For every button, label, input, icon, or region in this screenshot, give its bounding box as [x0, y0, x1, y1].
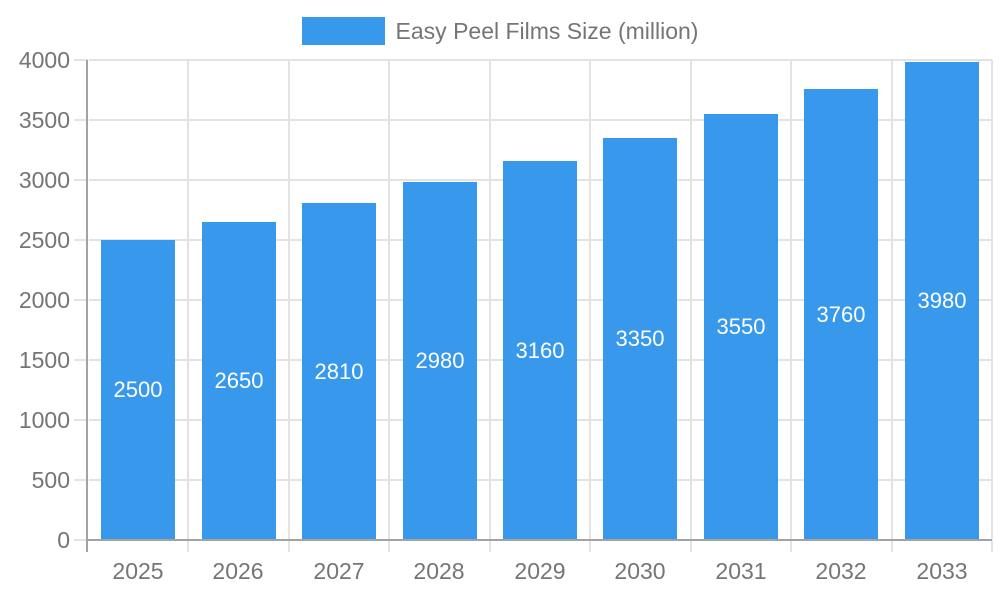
bar-2028[interactable]: 2980 [403, 182, 477, 540]
vertical-gridline [589, 60, 591, 540]
x-axis-category-label: 2031 [715, 558, 767, 584]
bar-2026[interactable]: 2650 [202, 222, 276, 540]
y-axis-tick-label: 1000 [18, 407, 70, 433]
y-axis-tick [74, 419, 88, 421]
x-axis-tick [991, 541, 993, 552]
bar-value-label: 2500 [113, 377, 163, 402]
y-axis-tick [74, 479, 88, 481]
bar-2027[interactable]: 2810 [302, 203, 376, 540]
x-axis-category-label: 2028 [413, 558, 465, 584]
x-axis-tick [589, 541, 591, 552]
legend-label: Easy Peel Films Size (million) [395, 18, 699, 44]
bar-2025[interactable]: 2500 [101, 240, 175, 540]
y-axis-tick [74, 359, 88, 361]
y-axis-tick-label: 500 [31, 467, 70, 493]
x-axis-category-label: 2029 [514, 558, 566, 584]
x-axis-category-label: 2030 [614, 558, 666, 584]
y-axis-tick-label: 0 [57, 527, 70, 553]
y-axis-tick [74, 239, 88, 241]
vertical-gridline [891, 60, 893, 540]
y-axis-tick [74, 59, 88, 61]
bar-2032[interactable]: 3760 [804, 89, 878, 540]
x-axis-tick [690, 541, 692, 552]
x-axis-line [86, 539, 992, 541]
bar-value-label: 3980 [917, 288, 967, 313]
bar-value-label: 2650 [214, 368, 264, 393]
vertical-gridline [187, 60, 189, 540]
bar-2031[interactable]: 3550 [704, 114, 778, 540]
y-axis-tick-label: 2000 [18, 287, 70, 313]
x-axis-tick [790, 541, 792, 552]
legend-swatch [301, 17, 385, 45]
x-axis-category-label: 2033 [916, 558, 968, 584]
y-axis-tick-label: 3000 [18, 167, 70, 193]
x-axis-tick [388, 541, 390, 552]
y-axis-tick-label: 4000 [18, 47, 70, 73]
y-axis-tick [74, 119, 88, 121]
y-axis-tick [74, 299, 88, 301]
y-axis-tick-label: 3500 [18, 107, 70, 133]
bar-value-label: 3550 [716, 314, 766, 339]
horizontal-gridline [89, 119, 992, 121]
x-axis-category-label: 2025 [112, 558, 164, 584]
vertical-gridline [690, 60, 692, 540]
x-axis-tick [489, 541, 491, 552]
x-axis-category-label: 2026 [212, 558, 264, 584]
bar-2030[interactable]: 3350 [603, 138, 677, 540]
horizontal-gridline [89, 59, 992, 61]
vertical-gridline [489, 60, 491, 540]
vertical-gridline [288, 60, 290, 540]
bar-2029[interactable]: 3160 [503, 161, 577, 540]
bar-value-label: 2980 [415, 348, 465, 373]
y-axis-tick [74, 179, 88, 181]
y-axis-tick-label: 1500 [18, 347, 70, 373]
x-axis-tick [187, 541, 189, 552]
y-axis-tick-label: 2500 [18, 227, 70, 253]
chart-legend[interactable]: Easy Peel Films Size (million) [0, 17, 1000, 45]
bar-value-label: 3160 [515, 337, 565, 363]
bar-value-label: 2810 [314, 358, 364, 384]
bar-2033[interactable]: 3980 [905, 62, 979, 540]
bar-value-label: 3350 [615, 326, 665, 351]
y-axis-tick [74, 539, 88, 541]
x-axis-tick [891, 541, 893, 552]
bar-value-label: 3760 [816, 301, 866, 327]
x-axis-category-label: 2027 [313, 558, 365, 584]
y-axis-line [86, 60, 88, 552]
x-axis-tick [288, 541, 290, 552]
x-axis-category-label: 2032 [815, 558, 867, 584]
vertical-gridline [991, 60, 993, 540]
vertical-gridline [388, 60, 390, 540]
vertical-gridline [790, 60, 792, 540]
